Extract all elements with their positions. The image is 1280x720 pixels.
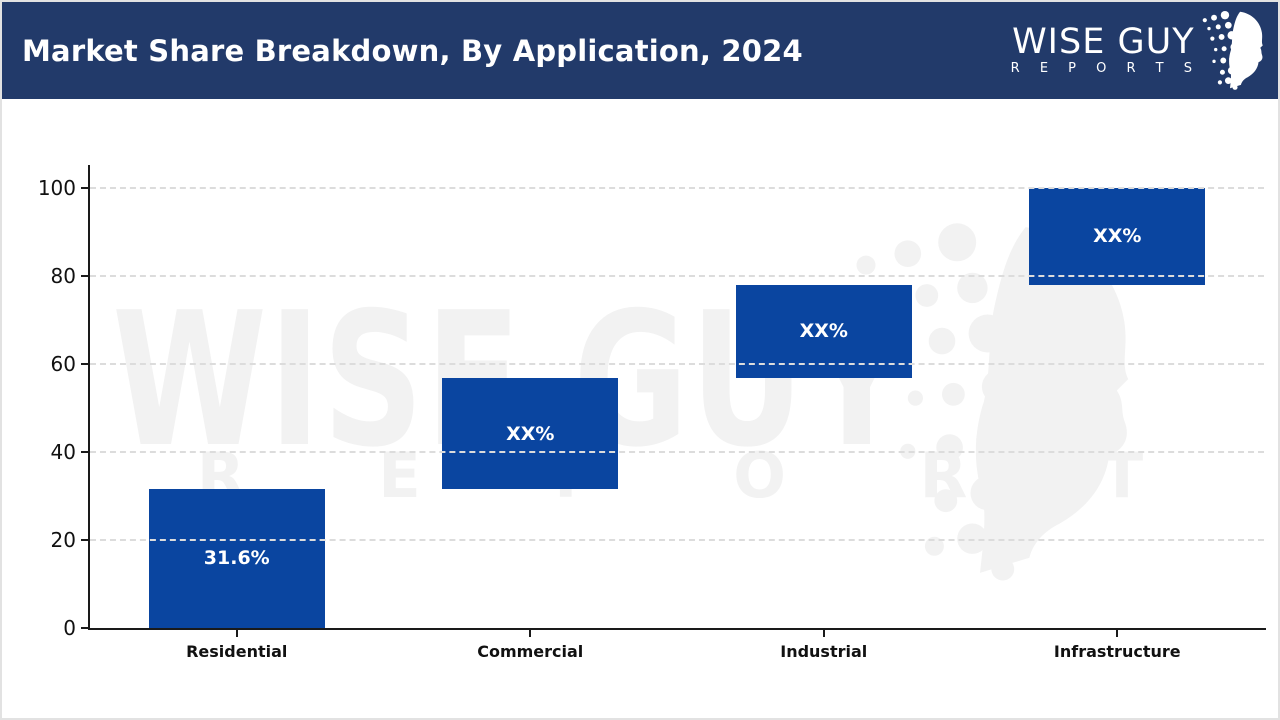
x-axis-label-infrastructure: Infrastructure (1053, 642, 1181, 661)
y-axis-line (88, 165, 90, 630)
x-axis-label-commercial: Commercial (477, 642, 584, 661)
brand-logo-text: WISE GUY R E P O R T S (1007, 21, 1200, 77)
bar-residential: 31.6% (148, 488, 325, 628)
y-tick-label: 60 (50, 352, 76, 376)
brand-subname: R E P O R T S (1010, 61, 1200, 77)
gridline-40 (90, 451, 1264, 453)
bar-value-label: XX% (506, 422, 555, 445)
y-tick-100 (81, 187, 89, 189)
gridline-100 (90, 187, 1264, 189)
brand-name: WISE GUY (1012, 21, 1195, 62)
y-tick-60 (81, 363, 89, 365)
gridline-20 (90, 539, 1264, 541)
x-axis-label-industrial: Industrial (780, 642, 868, 661)
x-axis-label-residential: Residential (186, 642, 288, 661)
bar-value-label: 31.6% (203, 547, 270, 570)
y-tick-label: 0 (63, 616, 76, 640)
x-tick-residential (235, 630, 238, 637)
gridline-80 (90, 275, 1264, 277)
bar-value-label: XX% (799, 320, 848, 343)
page-title: Market Share Breakdown, By Application, … (22, 33, 803, 68)
x-tick-infrastructure (1116, 630, 1119, 637)
y-tick-label: 100 (37, 176, 76, 200)
y-tick-0 (81, 627, 89, 629)
x-axis-line (88, 628, 1266, 630)
bar-infrastructure: XX% (1029, 188, 1206, 285)
y-tick-label: 20 (50, 528, 76, 552)
y-tick-40 (81, 451, 89, 453)
y-tick-label: 80 (50, 264, 76, 288)
y-tick-label: 40 (50, 440, 76, 464)
x-tick-industrial (822, 630, 825, 637)
gridline-60 (90, 363, 1264, 365)
y-tick-20 (81, 539, 89, 541)
brand-logo: WISE GUY R E P O R T S (1007, 8, 1272, 92)
bar-value-label: XX% (1093, 225, 1142, 248)
header-bar: Market Share Breakdown, By Application, … (2, 2, 1278, 99)
bar-commercial: XX% (442, 378, 619, 489)
x-tick-commercial (529, 630, 532, 637)
head-profile-dots-icon (1202, 10, 1263, 90)
y-tick-80 (81, 275, 89, 277)
